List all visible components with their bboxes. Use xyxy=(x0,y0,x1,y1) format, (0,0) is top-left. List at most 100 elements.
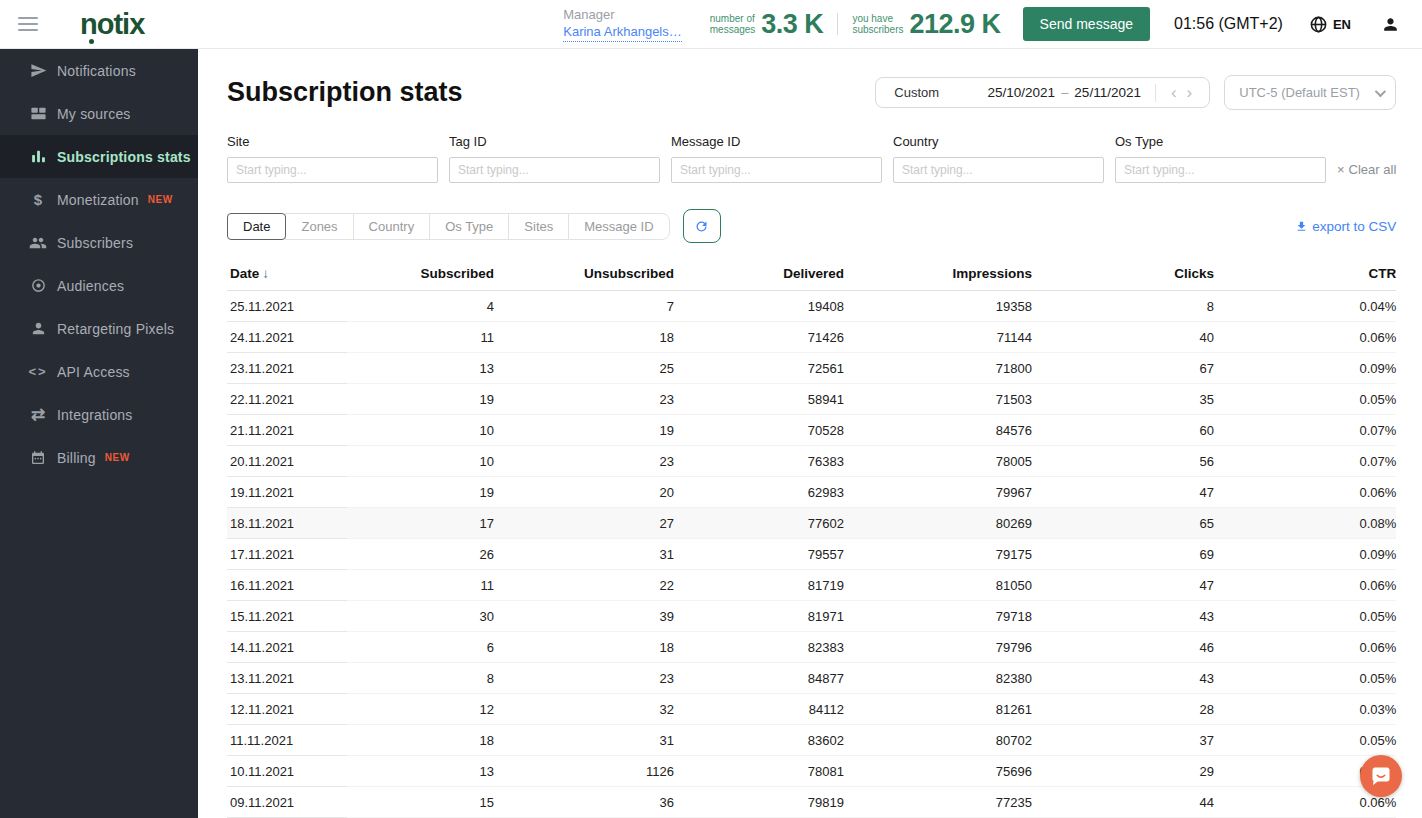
sidebar-item-audiences[interactable]: Audiences xyxy=(0,264,198,307)
cell-clicks: 46 xyxy=(1032,632,1214,663)
send-message-button[interactable]: Send message xyxy=(1023,7,1150,41)
filter-label: Tag ID xyxy=(449,134,660,149)
sidebar-item-my-sources[interactable]: My sources xyxy=(0,92,198,135)
os-type-input[interactable] xyxy=(1115,157,1326,183)
sidebar-item-monetization[interactable]: $ Monetization NEW xyxy=(0,178,198,221)
notix-logo[interactable]: notix xyxy=(80,8,144,41)
sidebar-item-label: Subscribers xyxy=(57,235,133,251)
message-id-input[interactable] xyxy=(671,157,882,183)
cell-date: 13.11.2021 xyxy=(227,663,347,694)
cell-subscribed: 4 xyxy=(347,291,494,322)
column-header-ctr[interactable]: CTR xyxy=(1214,259,1396,291)
main-content: Subscription stats Custom 25/10/2021 – 2… xyxy=(198,49,1422,818)
cell-subscribed: 11 xyxy=(347,570,494,601)
column-header-impressions[interactable]: Impressions xyxy=(844,259,1032,291)
cell-subscribed: 10 xyxy=(347,446,494,477)
cell-subscribed: 10 xyxy=(347,415,494,446)
stat-divider xyxy=(837,13,838,35)
messages-stat-label: number of messages xyxy=(710,13,756,35)
filter-label: Os Type xyxy=(1115,134,1326,149)
sidebar-item-subscribers[interactable]: Subscribers xyxy=(0,221,198,264)
tab-date[interactable]: Date xyxy=(227,213,286,240)
cell-subscribed: 13 xyxy=(347,353,494,384)
table-row: 12.11.202112328411281261280.03% xyxy=(227,694,1396,725)
prev-period-icon[interactable]: ‹ xyxy=(1166,84,1182,101)
cell-delivered: 77602 xyxy=(674,508,844,539)
cell-unsubscribed: 23 xyxy=(494,663,674,694)
refresh-button[interactable] xyxy=(683,209,721,243)
cell-date: 16.11.2021 xyxy=(227,570,347,601)
cell-impressions: 71800 xyxy=(844,353,1032,384)
cell-clicks: 28 xyxy=(1032,694,1214,725)
cell-unsubscribed: 18 xyxy=(494,322,674,353)
cell-unsubscribed: 22 xyxy=(494,570,674,601)
cell-unsubscribed: 31 xyxy=(494,725,674,756)
cell-delivered: 78081 xyxy=(674,756,844,787)
column-header-clicks[interactable]: Clicks xyxy=(1032,259,1214,291)
tab-os-type[interactable]: Os Type xyxy=(429,213,509,240)
date-range-picker[interactable]: Custom 25/10/2021 – 25/11/2021 ‹ › xyxy=(875,77,1210,108)
subscribers-stat-label: you have subscribers xyxy=(852,13,903,35)
cell-impressions: 80702 xyxy=(844,725,1032,756)
clear-all-button[interactable]: × Clear all xyxy=(1337,162,1396,183)
table-row: 24.11.202111187142671144400.06% xyxy=(227,322,1396,353)
tab-country[interactable]: Country xyxy=(353,213,431,240)
sidebar-item-notifications[interactable]: Notifications xyxy=(0,49,198,92)
column-header-delivered[interactable]: Delivered xyxy=(674,259,844,291)
cell-ctr: 0.05% xyxy=(1214,601,1396,632)
cell-delivered: 76383 xyxy=(674,446,844,477)
site-input[interactable] xyxy=(227,157,438,183)
column-header-date[interactable]: Date↓ xyxy=(227,259,347,291)
cell-subscribed: 17 xyxy=(347,508,494,539)
tab-zones[interactable]: Zones xyxy=(285,213,353,240)
cell-unsubscribed: 7 xyxy=(494,291,674,322)
cell-unsubscribed: 32 xyxy=(494,694,674,725)
cell-impressions: 77235 xyxy=(844,787,1032,818)
cell-delivered: 84112 xyxy=(674,694,844,725)
cell-unsubscribed: 39 xyxy=(494,601,674,632)
sidebar-item-integrations[interactable]: ⇄ Integrations xyxy=(0,393,198,436)
column-header-subscribed[interactable]: Subscribed xyxy=(347,259,494,291)
cell-date: 25.11.2021 xyxy=(227,291,347,322)
sidebar-item-api-access[interactable]: <> API Access xyxy=(0,350,198,393)
code-icon: <> xyxy=(28,364,48,379)
column-header-unsubscribed[interactable]: Unsubscribed xyxy=(494,259,674,291)
range-from[interactable]: 25/10/2021 xyxy=(988,85,1056,100)
next-period-icon[interactable]: › xyxy=(1182,84,1198,101)
timezone-value: UTC-5 (Default EST) xyxy=(1239,85,1360,100)
cell-delivered: 19408 xyxy=(674,291,844,322)
cell-subscribed: 15 xyxy=(347,787,494,818)
timezone-select[interactable]: UTC-5 (Default EST) xyxy=(1224,75,1396,110)
tab-message-id[interactable]: Message ID xyxy=(568,213,669,240)
globe-icon xyxy=(1309,15,1328,34)
cell-date: 15.11.2021 xyxy=(227,601,347,632)
cell-subscribed: 12 xyxy=(347,694,494,725)
table-row: 18.11.202117277760280269650.08% xyxy=(227,508,1396,539)
export-csv-button[interactable]: export to CSV xyxy=(1295,219,1396,234)
table-row: 17.11.202126317955779175690.09% xyxy=(227,539,1396,570)
cell-subscribed: 19 xyxy=(347,384,494,415)
manager-name-link[interactable]: Karina Arkhangels… xyxy=(563,24,682,42)
sidebar-item-label: Billing xyxy=(57,450,96,466)
cell-clicks: 43 xyxy=(1032,663,1214,694)
menu-icon[interactable] xyxy=(18,13,38,35)
filter-label: Site xyxy=(227,134,438,149)
account-icon[interactable] xyxy=(1381,15,1400,34)
stats-table: Date↓SubscribedUnsubscribedDeliveredImpr… xyxy=(227,259,1396,818)
country-input[interactable] xyxy=(893,157,1104,183)
page-title: Subscription stats xyxy=(227,77,463,108)
tab-sites[interactable]: Sites xyxy=(508,213,569,240)
sidebar-item-retargeting-pixels[interactable]: Retargeting Pixels xyxy=(0,307,198,350)
sidebar-item-billing[interactable]: Billing NEW xyxy=(0,436,198,479)
download-icon xyxy=(1295,220,1308,233)
cell-subscribed: 26 xyxy=(347,539,494,570)
sidebar-item-subscriptions-stats[interactable]: Subscriptions stats xyxy=(0,135,198,178)
tag-id-input[interactable] xyxy=(449,157,660,183)
chat-widget-button[interactable] xyxy=(1360,755,1402,797)
language-switcher[interactable]: EN xyxy=(1309,15,1351,34)
swap-arrows-icon: ⇄ xyxy=(28,404,48,425)
cell-clicks: 56 xyxy=(1032,446,1214,477)
range-to[interactable]: 25/11/2021 xyxy=(1074,85,1141,100)
new-badge: NEW xyxy=(148,194,173,205)
range-mode[interactable]: Custom xyxy=(894,85,939,100)
